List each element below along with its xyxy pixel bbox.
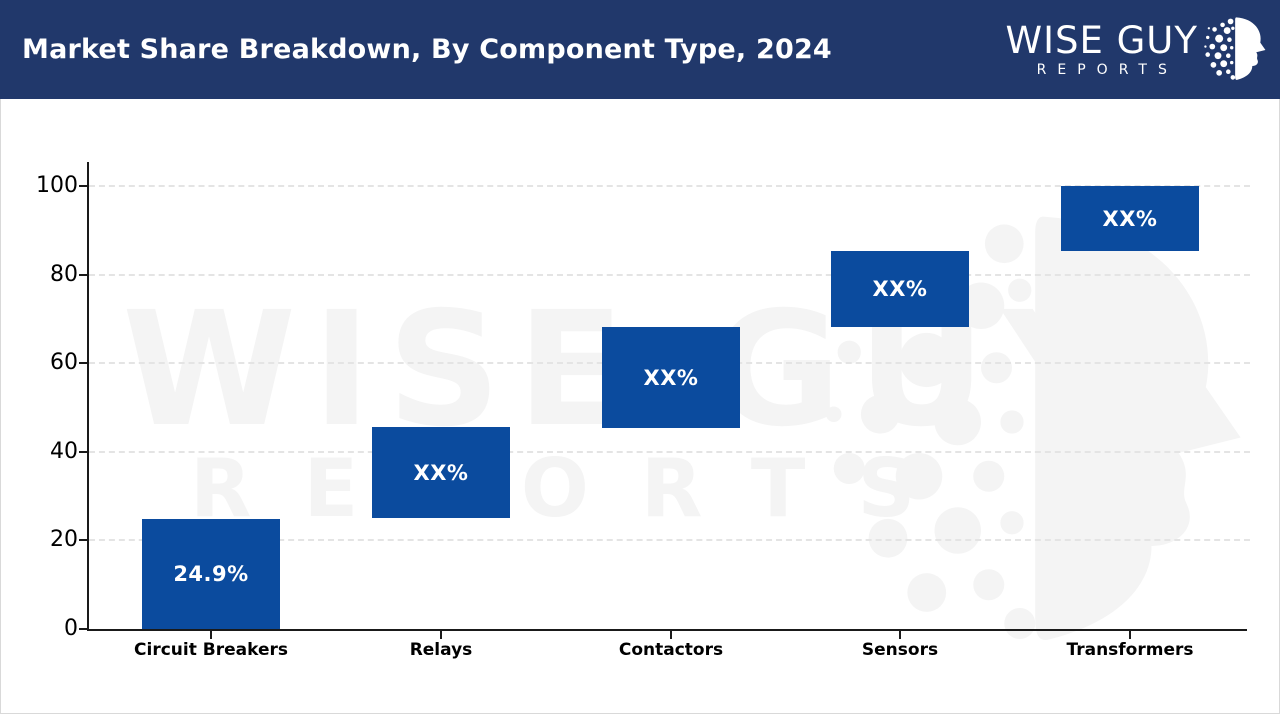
x-tick xyxy=(210,631,212,639)
y-tick-label: 40 xyxy=(50,439,78,464)
gridline xyxy=(89,274,1250,276)
header-band: Market Share Breakdown, By Component Typ… xyxy=(0,0,1280,99)
gridline xyxy=(89,539,1250,541)
page-title: Market Share Breakdown, By Component Typ… xyxy=(22,34,832,65)
y-tick xyxy=(79,451,88,453)
category-label: Circuit Breakers xyxy=(134,640,288,660)
bar-value-label: XX% xyxy=(872,277,928,301)
bar-value-label: XX% xyxy=(413,460,469,485)
bar-segment: XX% xyxy=(602,327,740,428)
bar-segment: XX% xyxy=(831,251,969,327)
category-label: Relays xyxy=(409,640,473,660)
wiseguy-face-icon xyxy=(1202,12,1266,88)
y-tick xyxy=(79,539,88,541)
category-label: Transformers xyxy=(1066,640,1194,660)
y-tick-label: 80 xyxy=(50,262,78,287)
x-tick xyxy=(440,631,442,639)
x-axis-line xyxy=(87,629,1247,631)
brand-logo: WISE GUY REPORTS xyxy=(1006,8,1266,92)
y-tick xyxy=(79,628,88,630)
category-label: Sensors xyxy=(861,640,939,660)
y-tick xyxy=(79,274,88,276)
gridline xyxy=(89,451,1250,453)
brand-name: WISE GUY xyxy=(1005,18,1198,62)
x-tick xyxy=(1129,631,1131,639)
bar-value-label: 24.9% xyxy=(173,562,249,586)
gridline xyxy=(89,185,1250,187)
bar-segment: XX% xyxy=(372,427,510,518)
bar-value-label: XX% xyxy=(643,365,699,390)
y-tick xyxy=(79,362,88,364)
y-axis-line xyxy=(87,162,89,631)
y-tick-label: 20 xyxy=(50,527,78,552)
x-tick xyxy=(899,631,901,639)
x-tick xyxy=(670,631,672,639)
y-tick xyxy=(79,185,88,187)
y-tick-label: 0 xyxy=(64,616,78,641)
bar-segment: XX% xyxy=(1061,186,1199,251)
y-tick-label: 60 xyxy=(50,350,78,375)
bar-segment: 24.9% xyxy=(142,519,280,629)
brand-subname: REPORTS xyxy=(1036,62,1178,79)
brand-logo-text: WISE GUY REPORTS xyxy=(1005,18,1198,79)
y-tick-label: 100 xyxy=(36,173,78,198)
bar-value-label: XX% xyxy=(1102,206,1158,231)
category-label: Contactors xyxy=(618,640,724,660)
